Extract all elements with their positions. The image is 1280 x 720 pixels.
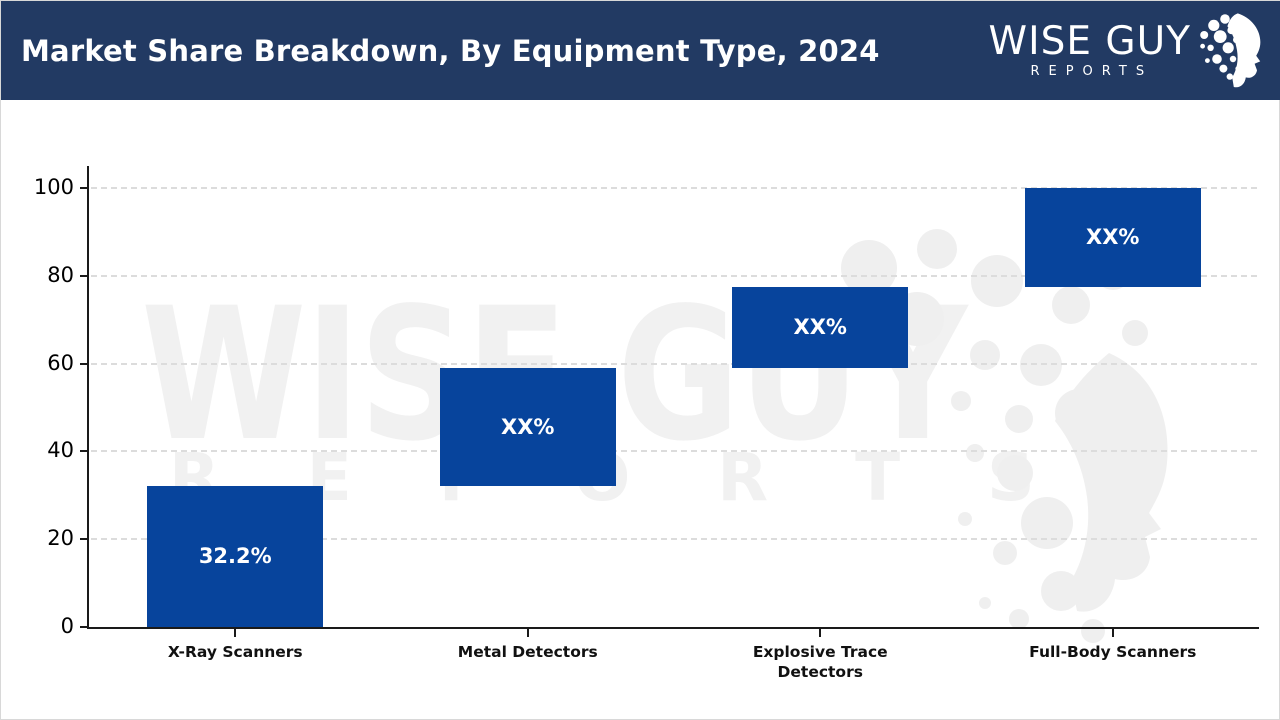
y-tick-label-0: 0 xyxy=(60,614,74,638)
logo-head-icon xyxy=(1200,12,1261,87)
x-category-label-1: Metal Detectors xyxy=(457,643,598,661)
x-tick-mark-0 xyxy=(234,629,237,637)
y-tick-mark-100 xyxy=(80,187,88,189)
gridline-100 xyxy=(91,187,1257,189)
bar-value-label-2: XX% xyxy=(793,315,847,340)
y-tick-mark-0 xyxy=(80,626,88,628)
gridline-20 xyxy=(91,538,1257,541)
y-tick-label-40: 40 xyxy=(47,438,74,463)
y-tick-mark-20 xyxy=(80,538,88,541)
logo-brand-subtitle: REPORTS xyxy=(1030,63,1154,79)
y-tick-mark-80 xyxy=(80,274,88,277)
bar-value-label-3: XX% xyxy=(1086,225,1140,250)
y-tick-label-20: 20 xyxy=(47,526,74,551)
x-tick-mark-3 xyxy=(1111,629,1114,637)
y-tick-label-100: 100 xyxy=(33,175,74,199)
wise-guy-logo: WISE GUY REPORTS xyxy=(989,11,1265,91)
header-bar: Market Share Breakdown, By Equipment Typ… xyxy=(1,1,1280,100)
logo-brand-name: WISE GUY xyxy=(988,19,1191,65)
x-axis-line xyxy=(87,627,1259,629)
chart-title: Market Share Breakdown, By Equipment Typ… xyxy=(21,33,880,68)
gridline-40 xyxy=(91,450,1257,453)
x-category-label-3: Full-Body Scanners xyxy=(1029,643,1197,661)
y-tick-label-60: 60 xyxy=(47,350,74,375)
bar-value-label-1: XX% xyxy=(501,414,555,439)
bar-3: XX% xyxy=(1024,188,1201,287)
bar-1: XX% xyxy=(439,367,616,486)
y-axis-line xyxy=(87,166,89,629)
logo-text: WISE GUY REPORTS xyxy=(988,19,1191,79)
gridline-80 xyxy=(91,274,1257,277)
gridline-60 xyxy=(91,362,1257,365)
x-tick-mark-2 xyxy=(819,629,822,637)
y-tick-label-80: 80 xyxy=(47,262,74,287)
bar-value-label-0: 32.2% xyxy=(198,544,272,569)
y-tick-mark-60 xyxy=(80,362,88,365)
y-tick-mark-40 xyxy=(80,450,88,453)
bar-0: 32.2% xyxy=(147,485,324,627)
x-tick-mark-1 xyxy=(526,629,529,637)
x-category-label-2: Explosive Trace Detectors xyxy=(752,643,888,682)
bar-2: XX% xyxy=(732,286,909,368)
x-category-label-0: X-Ray Scanners xyxy=(167,643,303,661)
